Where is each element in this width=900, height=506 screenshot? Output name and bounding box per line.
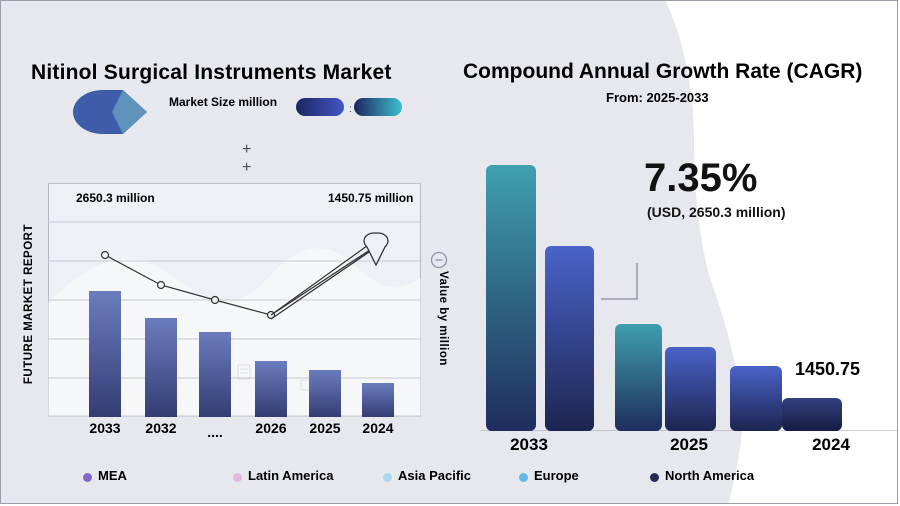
svg-text::: : xyxy=(349,104,352,115)
